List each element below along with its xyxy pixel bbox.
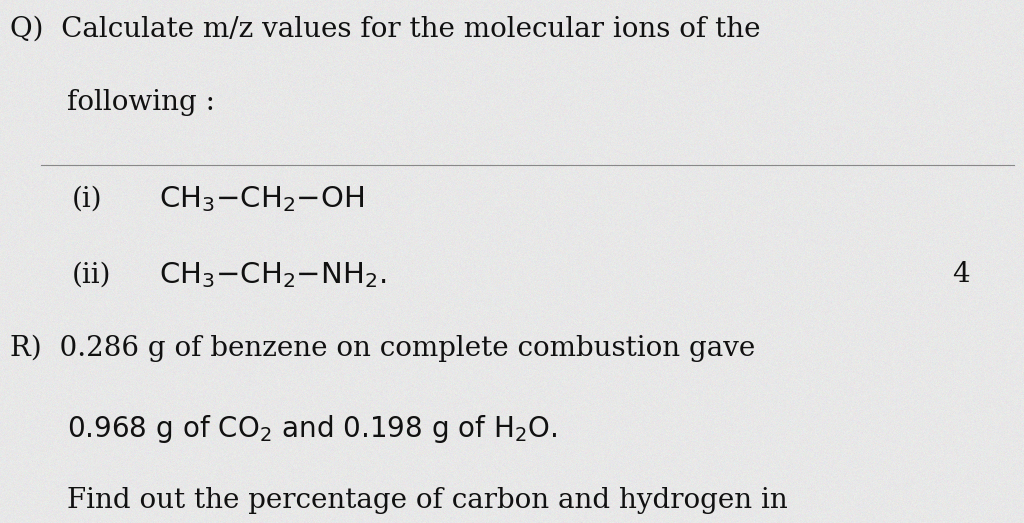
- Text: (ii): (ii): [72, 262, 112, 289]
- Text: $\mathrm{CH_3{-}CH_2{-}OH}$: $\mathrm{CH_3{-}CH_2{-}OH}$: [159, 184, 364, 214]
- Text: R)  0.286 g of benzene on complete combustion gave: R) 0.286 g of benzene on complete combus…: [10, 335, 756, 362]
- Text: Q)  Calculate m/z values for the molecular ions of the: Q) Calculate m/z values for the molecula…: [10, 16, 761, 43]
- Text: Find out the percentage of carbon and hydrogen in: Find out the percentage of carbon and hy…: [67, 487, 787, 515]
- Text: (i): (i): [72, 186, 102, 213]
- Text: following :: following :: [67, 89, 215, 116]
- Text: 4: 4: [952, 262, 970, 289]
- Text: $\mathrm{0.968\ g\ of\ CO_2\ and\ 0.198\ g\ of\ H_2O.}$: $\mathrm{0.968\ g\ of\ CO_2\ and\ 0.198\…: [67, 413, 557, 445]
- Text: $\mathrm{CH_3{-}CH_2{-}NH_2.}$: $\mathrm{CH_3{-}CH_2{-}NH_2.}$: [159, 260, 386, 290]
